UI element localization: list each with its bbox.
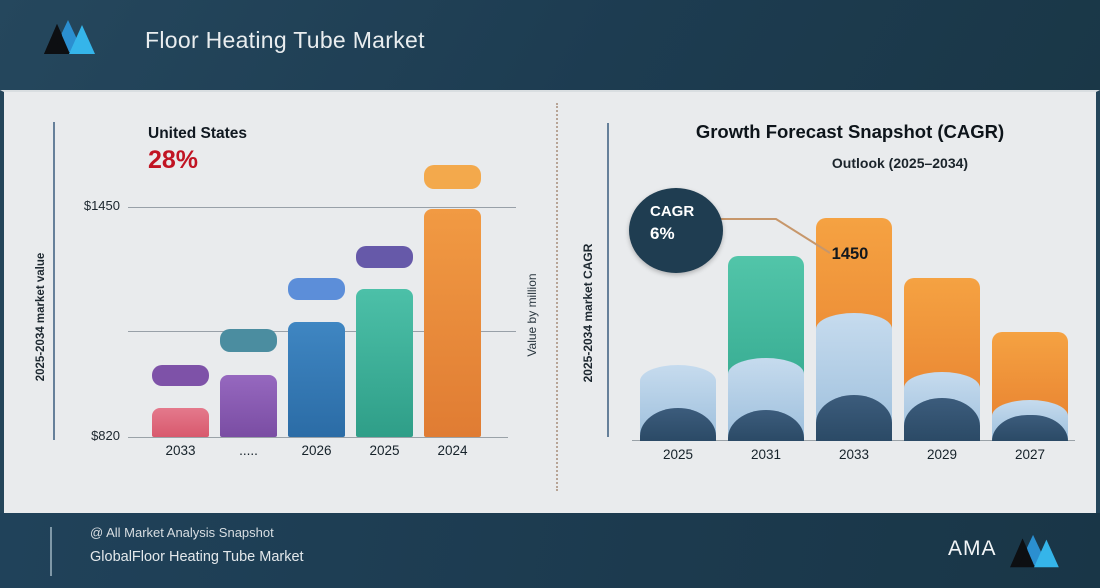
left-y-axis-label: 2025-2034 market value	[35, 252, 47, 382]
bar-value-annotation: 1450	[831, 245, 869, 263]
x-tick-label: 2031	[750, 447, 782, 462]
bar	[288, 322, 345, 437]
x-tick-label: 2025	[662, 447, 694, 462]
bar-cap	[356, 246, 413, 268]
right-y-axis-label: 2025-2034 market CAGR	[581, 243, 595, 383]
x-tick-label: 2033	[165, 443, 196, 458]
x-tick-label: 2026	[301, 443, 332, 458]
page-title: Floor Heating Tube Market	[145, 27, 425, 53]
left-y-axis-line	[53, 122, 55, 440]
x-tick-label: 2027	[1014, 447, 1046, 462]
x-tick-label: 2029	[926, 447, 958, 462]
x-tick-label: 2033	[838, 447, 870, 462]
gridline	[128, 207, 516, 208]
bar-segment-base	[904, 398, 980, 441]
bar	[220, 374, 277, 437]
bar	[152, 407, 209, 437]
ama-logo-icon	[1010, 534, 1059, 568]
x-tick-label: .....	[239, 443, 258, 458]
left-x-axis-line	[128, 437, 508, 438]
bar-cap	[220, 328, 277, 352]
callout-connector-line	[712, 218, 831, 254]
bar	[356, 289, 413, 437]
right-chart-subtitle: Outlook (2025–2034)	[831, 155, 969, 171]
bar-segment-base	[816, 395, 892, 441]
y-tick-label: $820	[91, 428, 120, 443]
x-tick-label: 2024	[437, 443, 468, 458]
bar	[424, 208, 481, 437]
y-tick-label: $1450	[83, 198, 120, 213]
cagr-badge-value: 6%	[650, 224, 675, 243]
left-chart-highlight: 28%	[148, 146, 199, 174]
ama-logo-icon	[44, 20, 95, 54]
cagr-badge: CAGR 6%	[629, 188, 723, 273]
bar-cap	[288, 278, 345, 301]
bar-cap	[152, 365, 209, 386]
footer-report-title: GlobalFloor Heating Tube Market	[90, 549, 304, 565]
footer-brand-text: AMA	[948, 537, 997, 560]
left-chart-title: United States	[148, 125, 248, 142]
section-divider	[556, 103, 558, 491]
right-chart-title: Growth Forecast Snapshot (CAGR)	[695, 121, 1005, 142]
x-tick-label: 2025	[369, 443, 400, 458]
header: Floor Heating Tube Market	[0, 0, 1100, 90]
footer-caption: @ All Market Analysis Snapshot	[90, 525, 274, 540]
footer-divider-line	[50, 527, 52, 576]
right-y-axis-line	[607, 123, 609, 437]
cagr-badge-label: CAGR	[650, 203, 695, 220]
value-by-million-label: Value by million	[525, 273, 539, 357]
footer: @ All Market Analysis Snapshot GlobalFlo…	[0, 513, 1100, 588]
bar-cap	[424, 165, 481, 190]
